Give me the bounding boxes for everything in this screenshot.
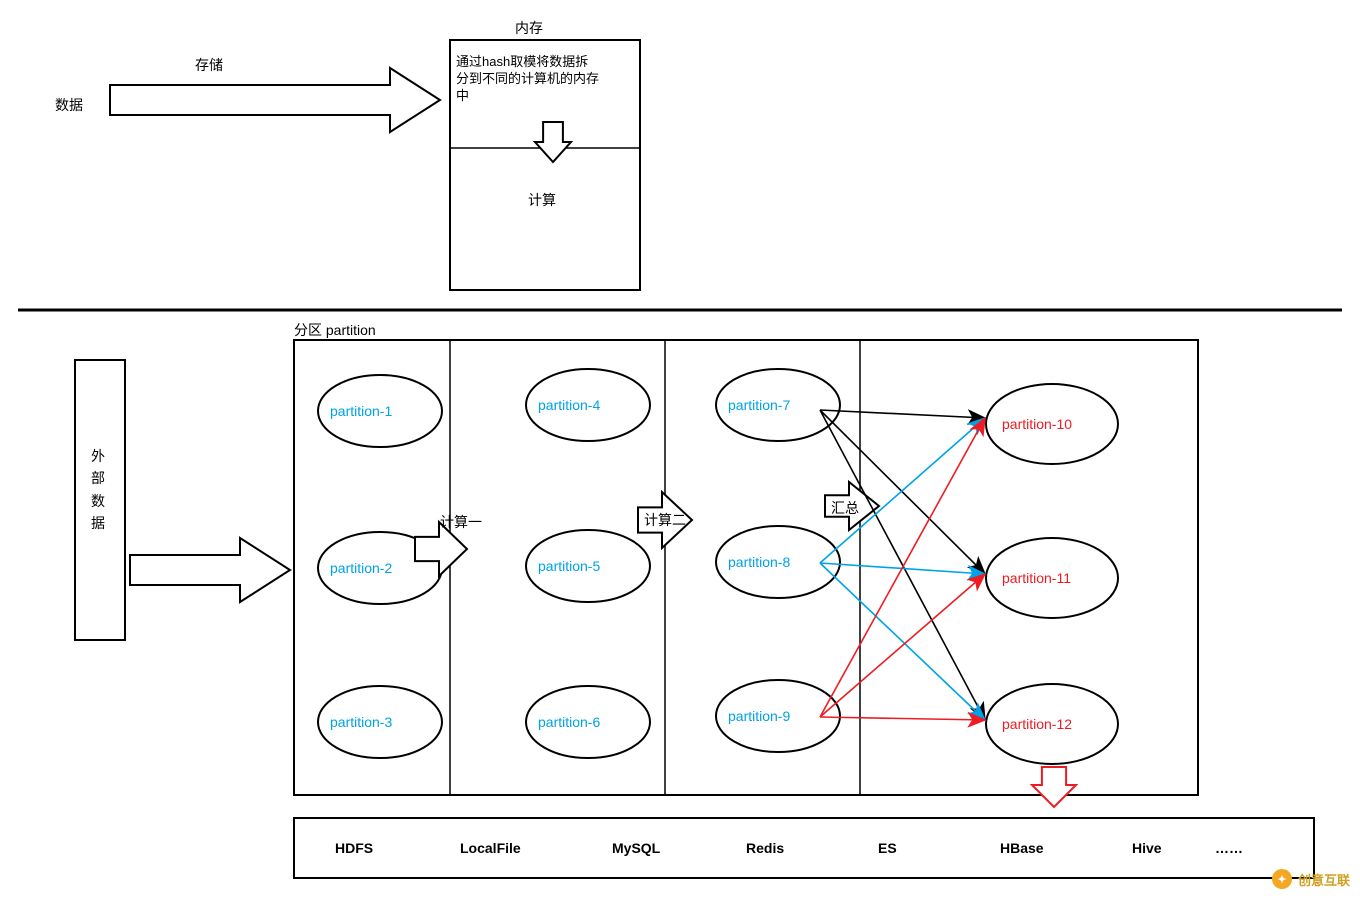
compute1-label: 计算一: [440, 512, 482, 532]
partition-title: 分区 partition: [294, 320, 376, 340]
partition-ellipse-4: partition-4: [538, 397, 600, 413]
partition-ellipse-1: partition-1: [330, 403, 392, 419]
partition-ellipse-5: partition-5: [538, 558, 600, 574]
partition-ellipse-2: partition-2: [330, 560, 392, 576]
partition-ellipse-3: partition-3: [330, 714, 392, 730]
storage-label: 存储: [195, 55, 223, 75]
storage-target-4: ES: [878, 840, 897, 856]
storage-target-5: HBase: [1000, 840, 1044, 856]
storage-target-3: Redis: [746, 840, 784, 856]
external-data-label: 外 部 数 据: [91, 445, 105, 535]
compute2-label: 计算二: [644, 510, 686, 530]
memory-text: 通过hash取模将数据拆 分到不同的计算机的内存 中: [456, 54, 634, 105]
storage-target-1: LocalFile: [460, 840, 521, 856]
storage-target-6: Hive: [1132, 840, 1162, 856]
partition-ellipse-8: partition-8: [728, 554, 790, 570]
partition-ellipse-9: partition-9: [728, 708, 790, 724]
partition-ellipse-12: partition-12: [1002, 716, 1072, 732]
watermark-logo: ✦创意互联: [1272, 866, 1350, 892]
summary-label: 汇总: [831, 498, 859, 518]
storage-target-2: MySQL: [612, 840, 660, 856]
memory-title: 内存: [515, 18, 543, 38]
partition-ellipse-11: partition-11: [1002, 570, 1071, 586]
partition-ellipse-7: partition-7: [728, 397, 790, 413]
partition-ellipse-10: partition-10: [1002, 416, 1072, 432]
partition-ellipse-6: partition-6: [538, 714, 600, 730]
compute-label: 计算: [528, 190, 556, 210]
storage-target-7: ……: [1215, 840, 1243, 856]
storage-target-0: HDFS: [335, 840, 373, 856]
data-label: 数据: [55, 95, 83, 115]
